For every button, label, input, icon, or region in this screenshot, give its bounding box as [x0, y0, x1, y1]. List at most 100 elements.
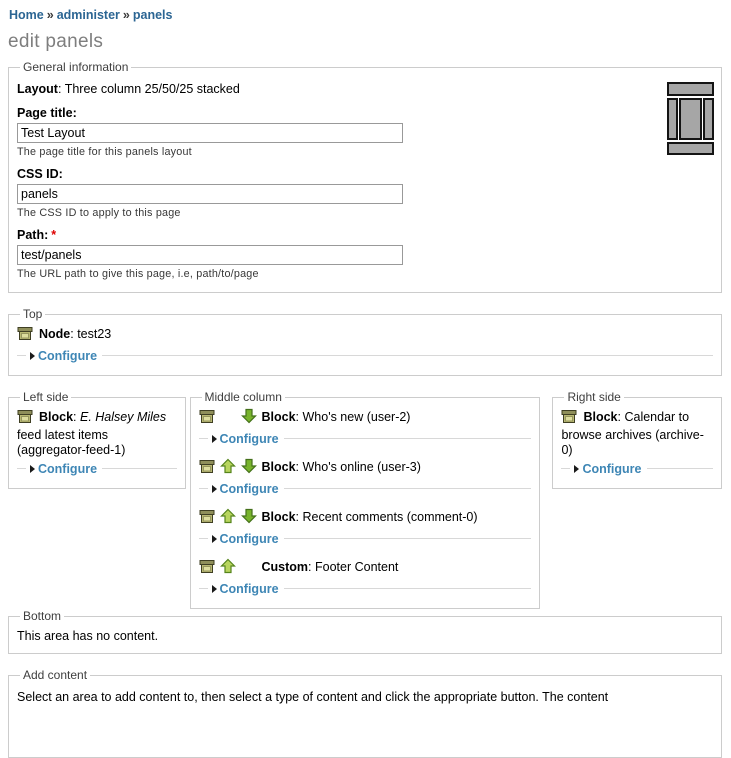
move-up-arrow-icon[interactable] [220, 508, 241, 528]
divider-line [283, 488, 532, 489]
pane-aggregator-feed: Block: E. Halsey Miles feed latest items… [17, 408, 177, 476]
divider-dash [17, 355, 26, 356]
area-left-side-fieldset: Left side Block: E. Halsey Miles feed la… [8, 390, 186, 489]
configure-row: Configure [17, 348, 713, 363]
pane-node-test23: Node: test23 Configure [17, 325, 713, 363]
pane-title: feed latest items (aggregator-feed-1) [17, 428, 126, 457]
configure-row: Configure [198, 431, 532, 446]
pane-type-label: Block [261, 410, 296, 424]
divider-dash [17, 468, 26, 469]
divider-line [102, 468, 177, 469]
area-bottom-legend: Bottom [23, 609, 62, 623]
delete-pane-trash-icon[interactable] [199, 558, 220, 578]
pane-type-label: Block [261, 510, 296, 524]
pane-whos-online: Block: Who's online (user-3) Configure [198, 458, 532, 496]
delete-pane-trash-icon[interactable] [561, 408, 577, 428]
configure-link[interactable]: Configure [211, 432, 279, 446]
path-label: Path: * [17, 228, 57, 242]
breadcrumb: Home» administer» panels [9, 8, 722, 22]
divider-dash [561, 468, 571, 469]
divider-line [283, 538, 532, 539]
breadcrumb-separator: » [46, 8, 54, 22]
pane-recent-comments: Block: Recent comments (comment-0) Confi… [198, 508, 532, 546]
delete-pane-trash-icon[interactable] [17, 325, 33, 345]
layout-label: Layout [17, 82, 58, 96]
page-title-field: Page title: The page title for this pane… [17, 106, 651, 158]
area-middle-column-legend: Middle column [204, 390, 282, 404]
pane-title-emphasis: E. Halsey Miles [80, 410, 167, 424]
move-up-arrow-icon[interactable] [220, 558, 241, 578]
divider-line [102, 355, 713, 356]
pane-title: Who's online (user-3) [302, 460, 421, 474]
area-middle-column-fieldset: Middle column Block: Who's new (user-2) … [189, 390, 541, 609]
general-information-fieldset: General information Layout: Three column… [8, 60, 722, 293]
css-id-label: CSS ID: [17, 167, 63, 181]
area-right-side-legend: Right side [567, 390, 621, 404]
path-input[interactable] [17, 245, 403, 265]
configure-link[interactable]: Configure [30, 349, 97, 363]
layout-summary: Layout: Three column 25/50/25 stacked [17, 82, 240, 96]
move-up-arrow-icon[interactable] [220, 458, 241, 478]
breadcrumb-link-administer[interactable]: administer [56, 8, 120, 22]
pane-type-label: Block [261, 460, 296, 474]
pane-title: Who's new (user-2) [302, 410, 411, 424]
configure-arrow-icon [30, 464, 35, 473]
move-down-arrow-icon[interactable] [241, 458, 262, 478]
pane-type-label: Node [39, 327, 71, 341]
configure-arrow-icon [211, 434, 217, 443]
required-marker: * [51, 228, 57, 242]
add-content-instructions: Select an area to add content to, then s… [17, 690, 609, 704]
configure-arrow-icon [211, 584, 217, 593]
move-down-arrow-icon[interactable] [241, 408, 262, 428]
breadcrumb-link-panels[interactable]: panels [132, 8, 173, 22]
configure-arrow-icon [30, 351, 35, 360]
move-down-arrow-icon[interactable] [241, 508, 262, 528]
area-bottom-fieldset: Bottom This area has no content. [8, 609, 722, 654]
pane-whos-new: Block: Who's new (user-2) Configure [198, 408, 532, 446]
configure-row: Configure [561, 461, 713, 476]
divider-dash [198, 488, 208, 489]
breadcrumb-link-home[interactable]: Home [9, 8, 44, 22]
layout-thumbnail-icon [667, 82, 714, 158]
configure-arrow-icon [574, 464, 580, 473]
configure-link[interactable]: Configure [574, 462, 642, 476]
configure-link[interactable]: Configure [211, 482, 279, 496]
page-title: edit panels [8, 31, 104, 52]
configure-row: Configure [198, 481, 532, 496]
add-content-legend: Add content [23, 668, 88, 682]
page-title-label: Page title: [17, 106, 77, 120]
divider-line [283, 438, 532, 439]
delete-pane-trash-icon[interactable] [199, 508, 220, 528]
panel-columns-row: Left side Block: E. Halsey Miles feed la… [8, 390, 722, 609]
delete-pane-trash-icon[interactable] [199, 408, 220, 428]
css-id-input[interactable] [17, 184, 403, 204]
area-top-fieldset: Top Node: test23 Configure [8, 307, 722, 376]
divider-dash [198, 538, 208, 539]
breadcrumb-separator: » [122, 8, 130, 22]
path-description: The URL path to give this page, i.e, pat… [17, 268, 259, 280]
configure-row: Configure [17, 461, 177, 476]
configure-link[interactable]: Configure [211, 532, 279, 546]
area-left-side-legend: Left side [23, 390, 69, 404]
configure-arrow-icon [211, 534, 217, 543]
pane-title: Footer Content [314, 560, 399, 574]
layout-value: Three column 25/50/25 stacked [64, 82, 240, 96]
delete-pane-trash-icon[interactable] [199, 458, 220, 478]
configure-row: Configure [198, 581, 532, 596]
css-id-field: CSS ID: The CSS ID to apply to this page [17, 167, 651, 219]
pane-type-label: Custom [261, 560, 309, 574]
add-content-fieldset: Add content Select an area to add conten… [8, 668, 722, 758]
css-id-description: The CSS ID to apply to this page [17, 207, 181, 219]
delete-pane-trash-icon[interactable] [17, 408, 33, 428]
pane-title: Recent comments (comment-0) [302, 510, 478, 524]
configure-link[interactable]: Configure [30, 462, 97, 476]
divider-line [283, 588, 532, 589]
page-title-input[interactable] [17, 123, 403, 143]
divider-dash [198, 438, 208, 439]
configure-link[interactable]: Configure [211, 582, 279, 596]
empty-area-text: This area has no content. [17, 629, 159, 643]
pane-type-label: Block [583, 410, 618, 424]
pane-title: test23 [77, 327, 112, 341]
configure-row: Configure [198, 531, 532, 546]
page-title-description: The page title for this panels layout [17, 146, 192, 158]
